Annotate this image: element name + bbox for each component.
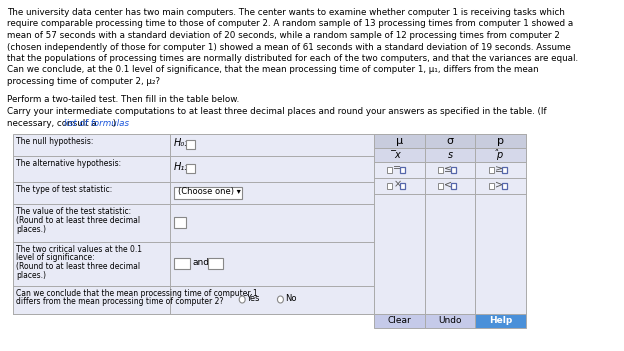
Text: Can we conclude, at the 0.1 level of significance, that the mean processing time: Can we conclude, at the 0.1 level of sig… <box>7 66 539 74</box>
Bar <box>502 166 507 172</box>
Bar <box>438 183 443 188</box>
Bar <box>12 133 374 313</box>
Text: processing time of computer 2, μ₂?: processing time of computer 2, μ₂? <box>7 77 160 86</box>
Bar <box>208 258 223 269</box>
Text: >: > <box>495 179 503 190</box>
Bar <box>374 147 526 161</box>
Text: necessary, consult a: necessary, consult a <box>7 119 99 128</box>
Text: H₀:: H₀: <box>174 138 188 147</box>
Text: that the populations of processing times are normally distributed for each of th: that the populations of processing times… <box>7 54 578 63</box>
Text: The null hypothesis:: The null hypothesis: <box>16 137 94 146</box>
Text: No: No <box>285 294 296 303</box>
Text: mean of 57 seconds with a standard deviation of 20 seconds, while a random sampl: mean of 57 seconds with a standard devia… <box>7 31 560 40</box>
Bar <box>374 133 526 147</box>
Text: list of formulas: list of formulas <box>64 119 129 128</box>
Text: The type of test statistic:: The type of test statistic: <box>16 185 112 193</box>
Text: H₁:: H₁: <box>174 161 188 172</box>
Text: Undo: Undo <box>438 316 462 325</box>
Bar <box>424 313 475 327</box>
Text: ≥: ≥ <box>495 164 503 173</box>
Text: ̂p: ̂p <box>497 149 504 160</box>
Bar <box>186 139 195 148</box>
Text: Perform a two-tailed test. Then fill in the table below.: Perform a two-tailed test. Then fill in … <box>7 94 239 104</box>
Text: Carry your intermediate computations to at least three decimal places and round : Carry your intermediate computations to … <box>7 107 546 117</box>
Text: Can we conclude that the mean processing time of computer 1: Can we conclude that the mean processing… <box>16 289 258 298</box>
Circle shape <box>239 296 245 303</box>
Text: (Round to at least three decimal: (Round to at least three decimal <box>16 216 140 225</box>
Bar <box>475 313 526 327</box>
Text: μ: μ <box>396 135 403 146</box>
Text: The university data center has two main computers. The center wants to examine w: The university data center has two main … <box>7 8 565 17</box>
Text: Clear: Clear <box>388 316 411 325</box>
Text: <: < <box>444 179 452 190</box>
Text: σ: σ <box>446 135 454 146</box>
Text: p: p <box>497 135 504 146</box>
Text: level of significance:: level of significance: <box>16 253 95 263</box>
Text: (Choose one) ▾: (Choose one) ▾ <box>178 187 240 196</box>
Bar <box>174 186 242 199</box>
Bar <box>388 183 392 188</box>
Text: The two critical values at the 0.1: The two critical values at the 0.1 <box>16 245 142 253</box>
Text: Help: Help <box>489 316 512 325</box>
Text: .): .) <box>110 119 117 128</box>
Text: ̅x: ̅x <box>396 150 402 159</box>
Bar <box>174 258 190 269</box>
Bar <box>438 166 443 172</box>
Text: =: = <box>393 164 401 173</box>
Text: ≤: ≤ <box>444 164 452 173</box>
Text: (chosen independently of those for computer 1) showed a mean of 61 seconds with : (chosen independently of those for compu… <box>7 42 570 52</box>
Text: ×: × <box>393 179 401 190</box>
Text: places.): places.) <box>16 225 46 233</box>
Bar <box>374 133 526 313</box>
Bar <box>174 217 186 227</box>
Text: (Round to at least three decimal: (Round to at least three decimal <box>16 263 140 272</box>
Bar <box>451 183 456 188</box>
Text: Yes: Yes <box>246 294 260 303</box>
Text: require comparable processing time to those of computer 2. A random sample of 13: require comparable processing time to th… <box>7 20 573 28</box>
Text: differs from the mean processing time of computer 2?: differs from the mean processing time of… <box>16 298 223 306</box>
Bar <box>502 183 507 188</box>
Text: The alternative hypothesis:: The alternative hypothesis: <box>16 159 121 167</box>
Bar <box>374 313 424 327</box>
Bar <box>489 166 494 172</box>
Bar <box>400 183 405 188</box>
Bar <box>489 183 494 188</box>
Text: s: s <box>447 150 452 159</box>
Text: and: and <box>193 258 210 267</box>
Bar <box>451 166 456 172</box>
Bar <box>388 166 392 172</box>
Text: The value of the test statistic:: The value of the test statistic: <box>16 206 131 216</box>
Bar <box>186 164 195 172</box>
Text: places.): places.) <box>16 272 46 280</box>
Circle shape <box>278 296 283 303</box>
Bar <box>400 166 405 172</box>
